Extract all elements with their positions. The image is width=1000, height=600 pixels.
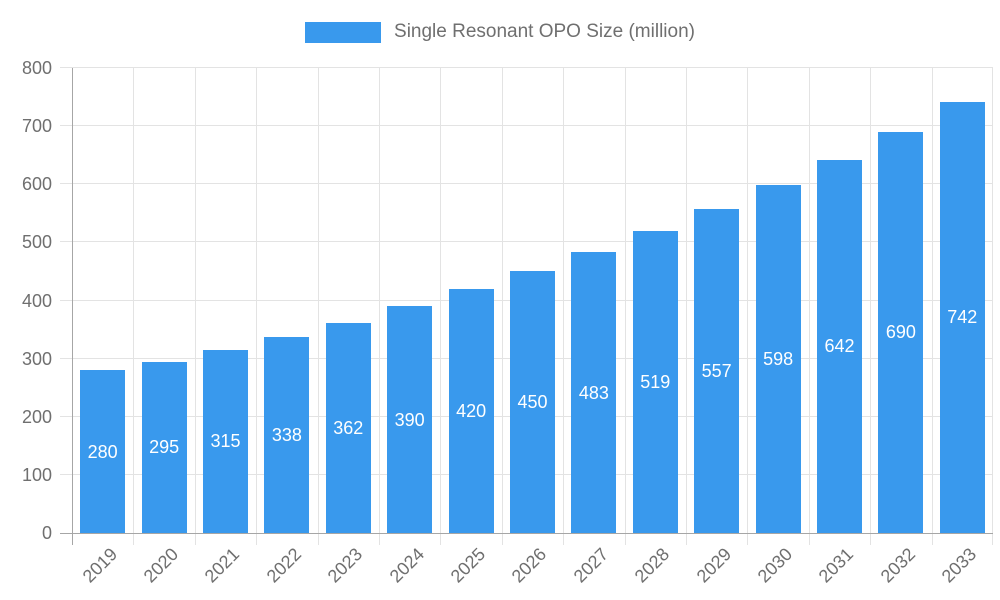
y-tick-label: 400 [21, 290, 52, 311]
x-tick-mark [992, 533, 993, 545]
x-gridline [502, 68, 503, 533]
x-gridline [72, 68, 73, 533]
y-tick-label: 800 [21, 58, 52, 78]
x-gridline [440, 68, 441, 533]
y-tick-mark [60, 299, 72, 301]
y-tick-label: 0 [41, 523, 52, 543]
legend-swatch-icon [305, 21, 382, 43]
x-tick-label: 2025 [446, 544, 490, 587]
y-gridline [72, 183, 993, 185]
x-tick-label: 2024 [385, 544, 428, 587]
y-gridline [72, 67, 993, 68]
x-tick-mark [195, 533, 196, 545]
x-gridline [992, 68, 993, 533]
x-gridline [256, 68, 257, 533]
x-gridline [379, 68, 380, 533]
x-tick-label: 2021 [201, 544, 244, 587]
x-tick-mark [747, 533, 748, 545]
bar[interactable] [571, 252, 617, 533]
y-tick-mark [60, 183, 72, 185]
x-tick-mark [686, 533, 687, 545]
bar[interactable] [939, 101, 985, 533]
bar[interactable] [203, 349, 248, 533]
x-tick-mark [318, 533, 319, 545]
x-tick-label: 2029 [692, 544, 735, 587]
y-tick-label: 100 [21, 464, 52, 485]
y-tick-label: 200 [21, 406, 52, 427]
x-tick-label: 2019 [78, 544, 121, 587]
x-tick-label: 2028 [630, 544, 674, 587]
y-gridline [72, 533, 993, 534]
x-gridline [747, 68, 748, 533]
x-gridline [870, 68, 871, 533]
x-gridline [625, 68, 626, 533]
x-tick-label: 2031 [815, 544, 858, 587]
y-tick-mark [60, 357, 72, 359]
y-tick-label: 700 [21, 116, 52, 137]
x-gridline [318, 68, 319, 533]
y-tick-mark [60, 125, 72, 127]
x-gridline [809, 68, 810, 533]
bar[interactable] [387, 306, 433, 533]
y-tick-mark [60, 241, 72, 243]
y-gridline [72, 241, 993, 243]
legend[interactable]: Single Resonant OPO Size (million) [0, 18, 1000, 46]
bar[interactable] [632, 231, 678, 533]
y-tick-label: 500 [21, 232, 52, 253]
x-tick-label: 2023 [323, 544, 367, 587]
y-tick-mark [60, 415, 72, 417]
x-tick-label: 2020 [139, 544, 183, 587]
x-tick-mark [932, 533, 933, 545]
bar[interactable] [817, 159, 862, 533]
x-tick-mark [133, 533, 134, 545]
bar[interactable] [80, 370, 126, 533]
x-tick-label: 2027 [569, 544, 613, 587]
x-tick-mark [440, 533, 441, 545]
x-tick-mark [563, 533, 564, 545]
y-gridline [72, 125, 993, 127]
x-gridline [133, 68, 134, 533]
x-gridline [195, 68, 196, 533]
x-tick-mark [809, 533, 810, 545]
x-tick-label: 2026 [508, 544, 551, 587]
x-tick-mark [256, 533, 257, 545]
bar[interactable] [264, 336, 310, 533]
x-tick-mark [502, 533, 503, 545]
bar[interactable] [878, 131, 924, 533]
x-tick-label: 2030 [753, 544, 797, 587]
plot-area: 280 295 315 338 362 390 420 450 483 519 557 598 642 6… [72, 67, 993, 534]
legend-label: Single Resonant OPO Size (million) [394, 21, 695, 42]
y-tick-mark [60, 67, 72, 68]
x-tick-mark [870, 533, 871, 545]
bar[interactable] [510, 271, 555, 533]
x-tick-mark [625, 533, 626, 545]
x-gridline [686, 68, 687, 533]
bar[interactable] [448, 288, 494, 533]
y-tick-mark [60, 533, 72, 534]
y-tick-mark [60, 473, 72, 475]
x-gridline [563, 68, 564, 533]
x-gridline [932, 68, 933, 533]
y-tick-label: 300 [21, 348, 52, 369]
bar[interactable] [325, 322, 371, 533]
bar[interactable] [694, 209, 740, 533]
bar[interactable] [755, 185, 801, 533]
y-tick-label: 600 [21, 174, 52, 195]
x-tick-mark [72, 533, 73, 545]
x-tick-label: 2032 [876, 544, 920, 587]
x-tick-label: 2033 [937, 544, 981, 587]
bar[interactable] [141, 361, 187, 533]
x-tick-mark [379, 533, 380, 545]
x-tick-label: 2022 [262, 544, 306, 587]
